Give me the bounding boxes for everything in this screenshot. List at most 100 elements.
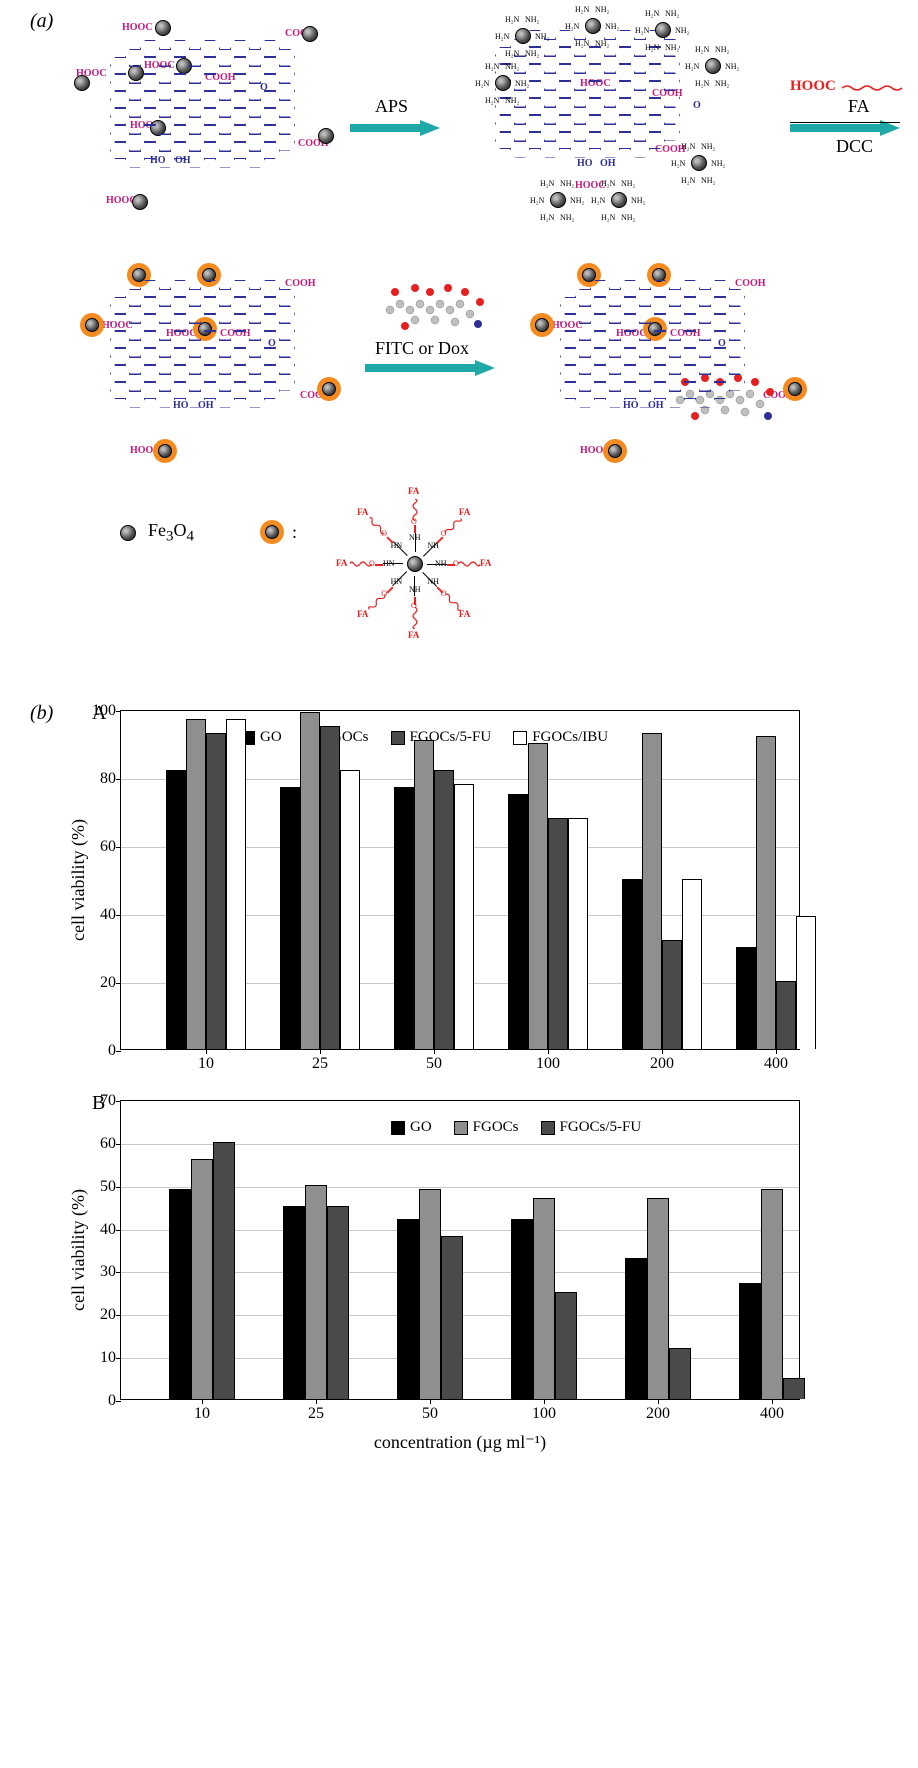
- nh2-label: NH₂: [665, 9, 679, 18]
- bar: [548, 818, 568, 1049]
- nh2-label: H₂N: [540, 213, 554, 222]
- fa-arm-wavy: [411, 607, 419, 629]
- nh2-label: NH₂: [595, 5, 609, 14]
- x-tick-label: 200: [646, 1405, 670, 1423]
- x-tick-mark: [776, 1049, 777, 1054]
- bar: [533, 1198, 555, 1399]
- x-tick-label: 100: [536, 1055, 560, 1073]
- x-tick-label: 10: [198, 1055, 214, 1073]
- fa-arm-co-bond: [375, 564, 383, 566]
- y-tick-mark: [116, 779, 121, 780]
- fe3o4-nanoparticle: [495, 75, 511, 91]
- y-tick-label: 80: [82, 770, 116, 788]
- bar: [761, 1189, 783, 1399]
- bar: [669, 1348, 691, 1399]
- x-tick-mark: [548, 1049, 549, 1054]
- nh2-label: NH₂: [570, 196, 584, 205]
- bar: [283, 1206, 305, 1399]
- x-tick-label: 50: [426, 1055, 442, 1073]
- bar: [783, 1378, 805, 1399]
- oh-label: O: [693, 100, 701, 111]
- nh2-label: H₂N: [475, 79, 489, 88]
- fe3o4-nanoparticle: [691, 155, 707, 171]
- chart-a-y-axis-title: cell viability (%): [68, 819, 89, 941]
- nh2-label: NH₂: [665, 43, 679, 52]
- reaction-label-fitc-dox: FITC or Dox: [375, 338, 469, 359]
- fe3o4-legend-label: Fe3O4: [148, 520, 194, 540]
- fe3o4-nanoparticle: [74, 75, 90, 91]
- fa-arm-fa-label: FA: [408, 486, 419, 496]
- nh2-label: NH₂: [701, 142, 715, 151]
- fe3o4-nanoparticle: [155, 20, 171, 36]
- nh2-label: NH₂: [525, 15, 539, 24]
- y-tick-label: 20: [82, 974, 116, 992]
- fa-star-core: [407, 556, 423, 572]
- nh2-label: NH₂: [515, 79, 529, 88]
- fa-arm-fa-label: FA: [408, 630, 419, 640]
- fe3o4-nanoparticle: [705, 58, 721, 74]
- fe3o4-nanoparticle: [302, 26, 318, 42]
- nh2-label: NH₂: [715, 45, 729, 54]
- bar: [340, 770, 360, 1049]
- bar: [226, 719, 246, 1049]
- bar: [191, 1159, 213, 1399]
- fe3o4-nanoparticle: [318, 128, 334, 144]
- bar: [206, 733, 226, 1049]
- legend-swatch: [454, 1121, 468, 1135]
- reaction-label-aps: APS: [375, 96, 408, 117]
- oh-label: HO: [173, 400, 189, 411]
- chart-a-plot: 020406080100 102550100200400 GOFGOCsFGOC…: [120, 710, 800, 1050]
- bar: [508, 794, 528, 1049]
- bar: [625, 1258, 647, 1399]
- bar: [642, 733, 662, 1049]
- x-tick-label: 200: [650, 1055, 674, 1073]
- x-tick-label: 25: [312, 1055, 328, 1073]
- legend-item: FGOCs: [454, 1119, 519, 1136]
- nh2-label: NH₂: [525, 49, 539, 58]
- legend-label: GO: [260, 729, 282, 746]
- fe3o4-fa-nanoparticle: [202, 268, 216, 282]
- bar: [454, 784, 474, 1049]
- nh2-label: NH₂: [621, 179, 635, 188]
- nh2-label: NH₂: [605, 22, 619, 31]
- schematic-final-complex: COOH HOOC HOOC COOH COOH HOOC OH HO O: [520, 260, 820, 470]
- fa-arm-co-bond: [447, 564, 455, 566]
- fa-arm-fa-label: FA: [459, 507, 470, 517]
- reaction-arrow-aps: [350, 120, 440, 134]
- reaction-label-dcc: DCC: [836, 136, 873, 157]
- cooh-label: HOOC: [130, 445, 161, 456]
- legend-item: FGOCs/5-FU: [541, 1119, 642, 1136]
- bar-group: [736, 736, 816, 1049]
- x-tick-label: 400: [764, 1055, 788, 1073]
- nh2-label: NH₂: [701, 176, 715, 185]
- fe3o4-legend-icon: [120, 525, 136, 541]
- nh2-label: NH₂: [505, 62, 519, 71]
- y-tick-mark: [116, 915, 121, 916]
- nh2-label: H₂N: [565, 22, 579, 31]
- x-tick-mark: [202, 1399, 203, 1404]
- bar-group: [166, 719, 246, 1049]
- x-tick-mark: [658, 1399, 659, 1404]
- drug-molecule-icon: [370, 270, 500, 340]
- nh2-label: NH₂: [560, 213, 574, 222]
- fa-arm-co-bond: [386, 536, 393, 543]
- x-tick-label: 25: [308, 1405, 324, 1423]
- y-tick-label: 0: [82, 1392, 116, 1410]
- legend-colon: :: [292, 522, 297, 542]
- bar: [441, 1236, 463, 1399]
- fa-arm-hn-label: HN: [391, 577, 403, 586]
- nh2-label: H₂N: [530, 196, 544, 205]
- nh2-label: NH₂: [725, 62, 739, 71]
- oh-label: HO: [623, 400, 639, 411]
- chart-b-plot: 010203040506070 102550100200400 GOFGOCsF…: [120, 1100, 800, 1400]
- fe3o4-nanoparticle: [611, 192, 627, 208]
- fa-arm-fa-label: FA: [336, 558, 347, 568]
- fa-arm-wavy: [443, 515, 464, 536]
- x-tick-mark: [662, 1049, 663, 1054]
- bar: [300, 712, 320, 1049]
- fa-arm-wavy: [458, 560, 480, 568]
- nh2-label: NH₂: [505, 96, 519, 105]
- y-tick-label: 60: [82, 1135, 116, 1153]
- bar: [305, 1185, 327, 1399]
- schematic-go-fe3o4: HOOC COOH HOOC HOOC COOH HOOC COOH HOOC …: [70, 20, 340, 230]
